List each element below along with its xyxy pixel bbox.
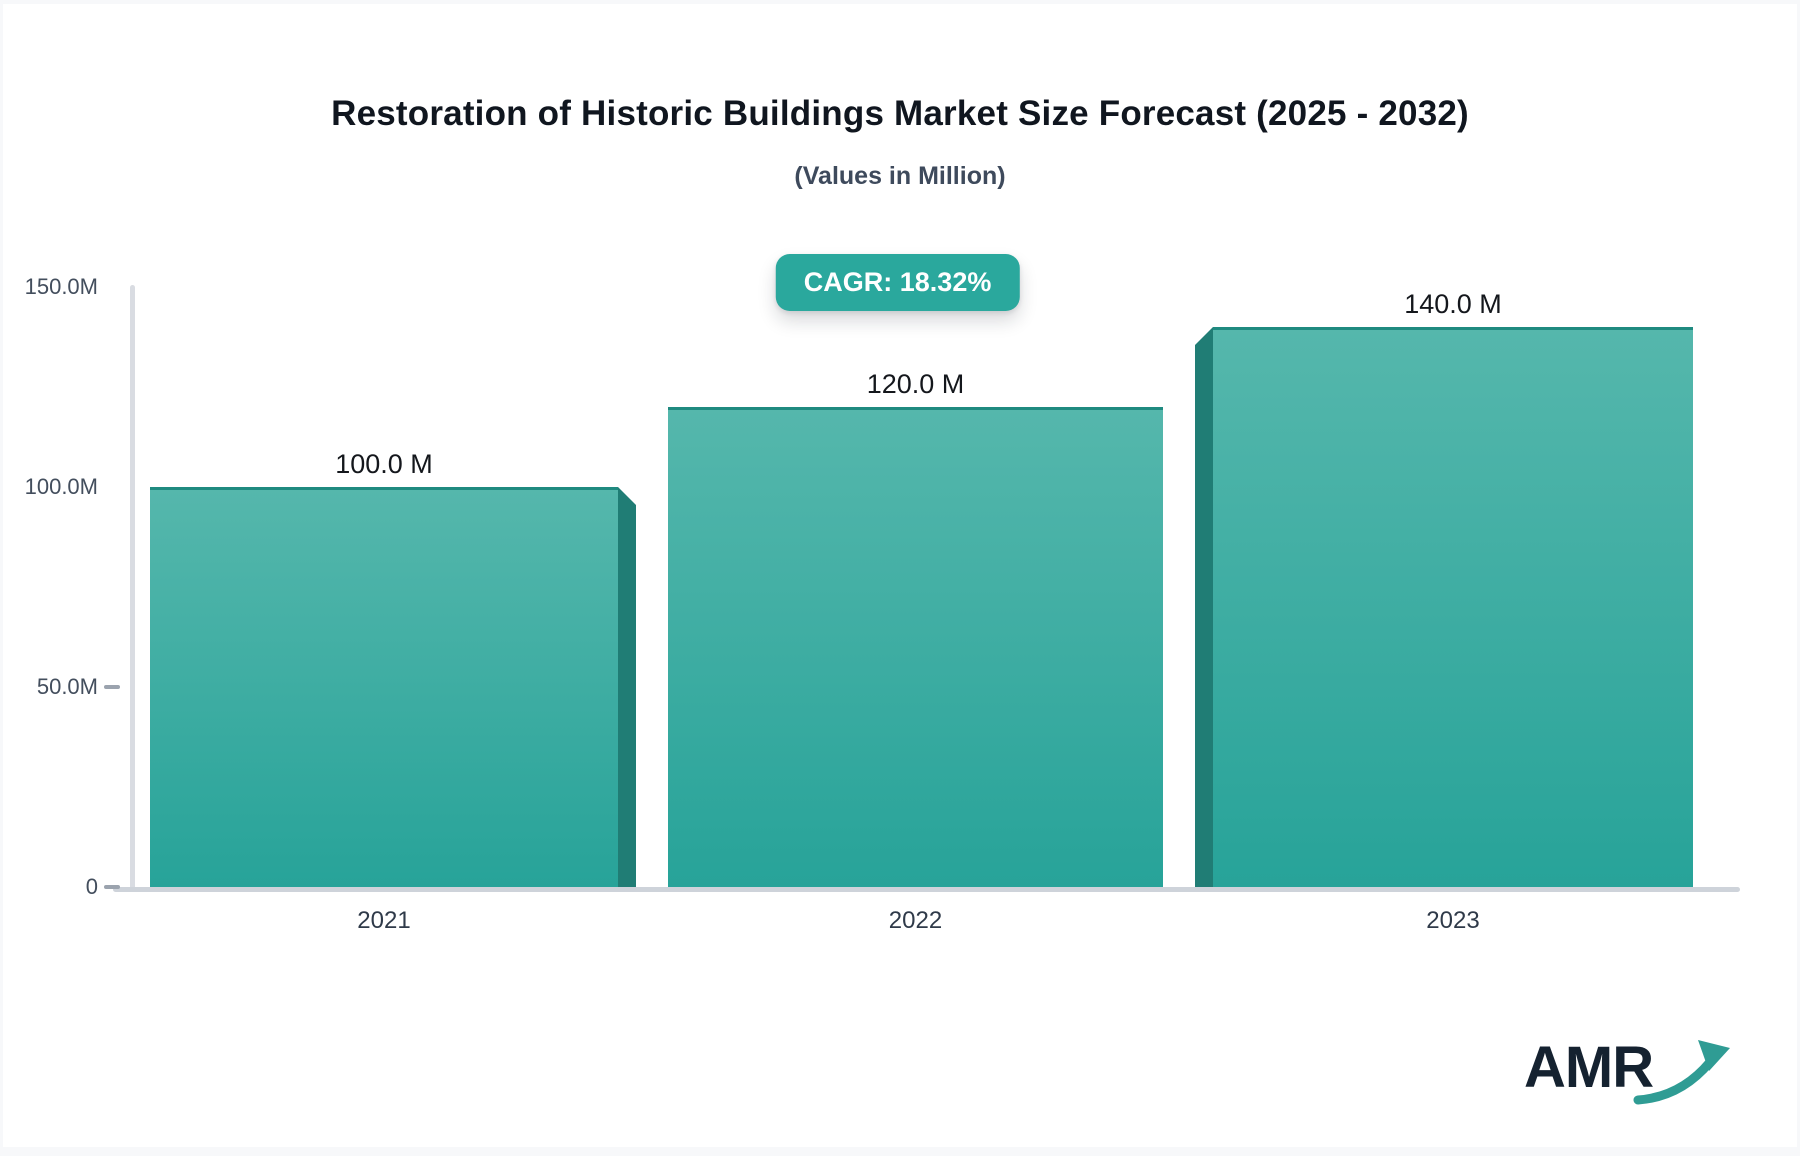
bar-2021 (150, 487, 618, 887)
y-tick-label: 50.0M (36, 674, 98, 699)
bar-3d-side (1195, 327, 1213, 887)
bar-value-label: 100.0 M (335, 449, 433, 479)
bar-3d-side (618, 487, 636, 887)
bar-value-label: 140.0 M (1404, 289, 1502, 319)
y-tick-mark (104, 685, 120, 689)
chart-title: Restoration of Historic Buildings Market… (331, 94, 1469, 133)
amr-logo-text: AMR (1524, 1035, 1654, 1100)
bar-value-label: 120.0 M (866, 369, 965, 399)
chart-subtitle: (Values in Million) (794, 162, 1006, 190)
x-tick-label-2021: 2021 (357, 907, 411, 934)
x-axis-line (113, 887, 1740, 892)
x-tick-label-2023: 2023 (1426, 907, 1480, 934)
y-axis-line (130, 285, 135, 891)
bar-2023 (1213, 327, 1693, 887)
cagr-badge: CAGR: 18.32% (775, 254, 1020, 311)
y-tick-label: 0 (85, 874, 98, 899)
y-tick-label: 150.0M (24, 274, 98, 299)
y-tick-mark (104, 885, 120, 889)
trend-up-arrow-icon (1633, 1040, 1730, 1105)
amr-logo: AMR (1524, 1034, 1734, 1118)
x-tick-label-2022: 2022 (888, 907, 943, 934)
bar-2022 (668, 407, 1163, 887)
y-tick-label: 100.0M (24, 474, 98, 499)
